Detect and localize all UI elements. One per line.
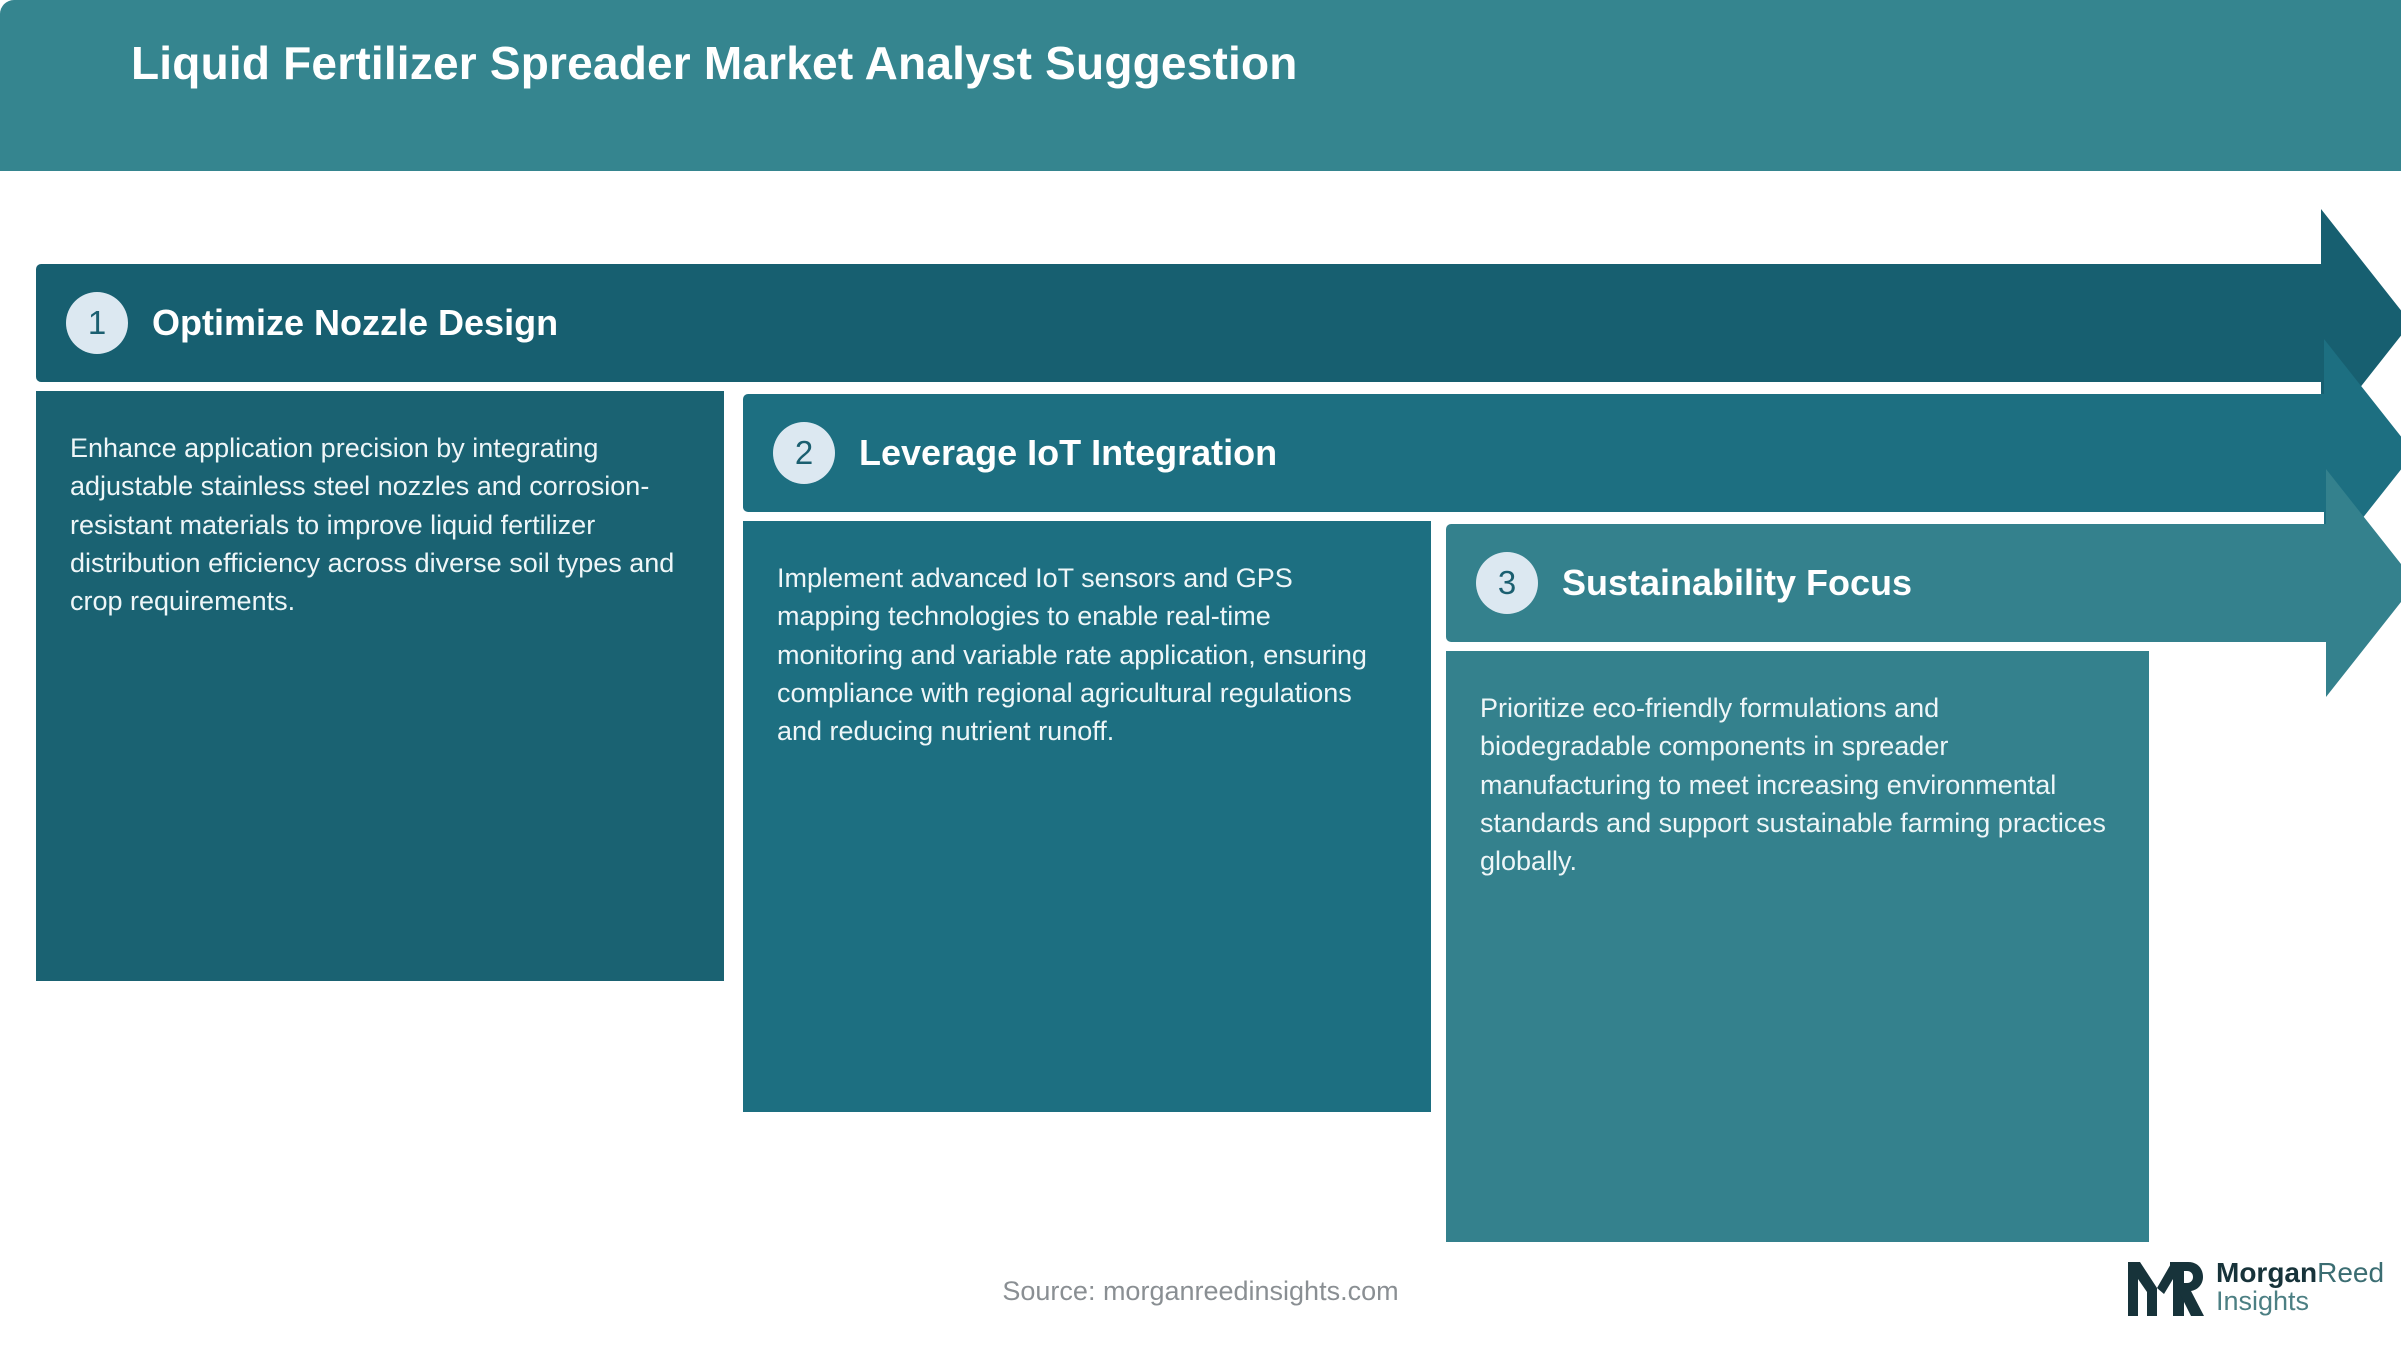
step-1-band-body <box>36 264 2266 382</box>
logo-wordmark: MorganReed Insights <box>2216 1256 2385 1316</box>
step-2-arrow-band: 2 Leverage IoT Integration <box>743 339 2401 567</box>
header-bar: Liquid Fertilizer Spreader Market Analys… <box>0 0 2401 171</box>
step-2-body-text: Implement advanced IoT sensors and GPS m… <box>777 563 1367 747</box>
step-3-number-badge: 3 <box>1476 552 1538 614</box>
step-1-body-box: Enhance application precision by integra… <box>36 391 724 981</box>
step-1-label-group: 1 Optimize Nozzle Design <box>36 264 558 382</box>
step-3-label-group: 3 Sustainability Focus <box>1446 524 1912 642</box>
step-2-title: Leverage IoT Integration <box>859 432 1278 473</box>
step-3-band-body <box>1446 524 2271 642</box>
mr-monogram-icon <box>2128 1262 2204 1316</box>
step-1-arrow-band: 1 Optimize Nozzle Design <box>36 209 2401 437</box>
step-3-arrow-band: 3 Sustainability Focus <box>1446 469 2401 697</box>
step-3-title: Sustainability Focus <box>1562 562 1913 603</box>
arrow-head-2-icon <box>2254 339 2401 567</box>
source-attribution: Source: morganreedinsights.com <box>1002 1276 1399 1306</box>
step-3-body-text: Prioritize eco-friendly formulations and… <box>1480 693 2106 877</box>
logo-line-2: Insights <box>2216 1285 2310 1316</box>
logo-morgan: Morgan <box>2216 1256 2318 1288</box>
logo-reed: Reed <box>2317 1256 2385 1288</box>
page-title: Liquid Fertilizer Spreader Market Analys… <box>131 37 1298 89</box>
step-1-body-text: Enhance application precision by integra… <box>70 433 675 617</box>
brand-logo: MorganReed Insights <box>2126 1256 2384 1318</box>
step-1-number-badge: 1 <box>66 292 128 354</box>
step-3-body-box: Prioritize eco-friendly formulations and… <box>1446 651 2149 1242</box>
step-2-number-badge: 2 <box>773 422 835 484</box>
step-1-title: Optimize Nozzle Design <box>152 302 559 343</box>
step-2-band-body <box>743 394 2269 512</box>
arrow-head-3-icon <box>2256 469 2401 697</box>
step-2-body-box: Implement advanced IoT sensors and GPS m… <box>743 521 1431 1112</box>
arrow-head-1-icon <box>2251 209 2401 437</box>
step-2-label-group: 2 Leverage IoT Integration <box>743 394 1277 512</box>
logo-line-1: MorganReed <box>2216 1256 2385 1288</box>
